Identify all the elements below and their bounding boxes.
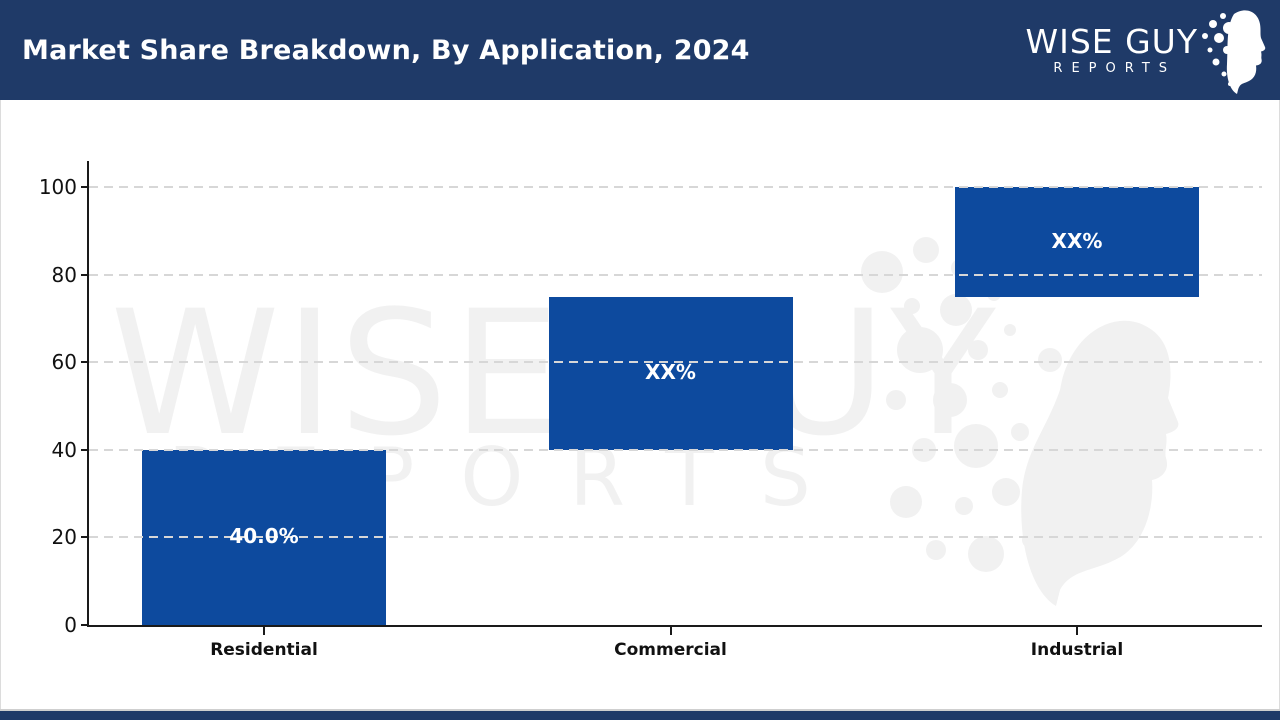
x-tick-label-residential: Residential	[210, 640, 318, 660]
logo-wordmark: WISE GUY	[1025, 22, 1198, 61]
gridline-y-60	[89, 361, 1262, 364]
y-tick-label: 80	[51, 262, 77, 287]
left-border-line	[0, 100, 1, 709]
y-tick-mark	[81, 448, 89, 451]
x-tick-mark	[669, 627, 672, 635]
bar-value-label: 40.0%	[229, 524, 299, 549]
x-tick-mark	[263, 627, 265, 635]
gridline-y-80	[89, 273, 1262, 276]
x-tick-label-commercial: Commercial	[614, 640, 727, 660]
logo: WISE GUY REPORTS	[1025, 6, 1266, 94]
y-tick-label: 40	[51, 437, 77, 462]
bar-industrial	[955, 187, 1199, 297]
y-tick-mark	[81, 624, 89, 626]
bar-value-label: XX%	[645, 360, 696, 385]
gridline-y-20	[89, 536, 1262, 539]
x-tick-label-industrial: Industrial	[1030, 640, 1124, 660]
gridline-y-40	[89, 448, 1262, 451]
x-axis-spine	[87, 625, 1262, 627]
x-tick-mark	[1076, 627, 1078, 635]
y-tick-label: 100	[38, 175, 77, 199]
y-tick-mark	[81, 536, 89, 539]
header-bar: Market Share Breakdown, By Application, …	[0, 0, 1280, 100]
y-tick-label: 20	[51, 525, 77, 550]
y-tick-mark	[81, 186, 89, 188]
footer-bar	[0, 709, 1280, 720]
y-tick-mark	[81, 361, 89, 364]
logo-subtitle: REPORTS	[1053, 61, 1177, 76]
y-tick-label: 60	[51, 350, 77, 375]
y-tick-mark	[81, 273, 89, 276]
logo-head-icon	[1202, 10, 1266, 94]
page-title: Market Share Breakdown, By Application, …	[22, 34, 750, 66]
logo-text: WISE GUY REPORTS	[1025, 25, 1198, 75]
y-tick-label: 0	[64, 613, 77, 637]
bar-commercial	[548, 296, 793, 450]
gridline-y-100	[89, 186, 1262, 188]
y-axis-spine	[87, 160, 89, 627]
bar-value-label: XX%	[1051, 228, 1103, 253]
